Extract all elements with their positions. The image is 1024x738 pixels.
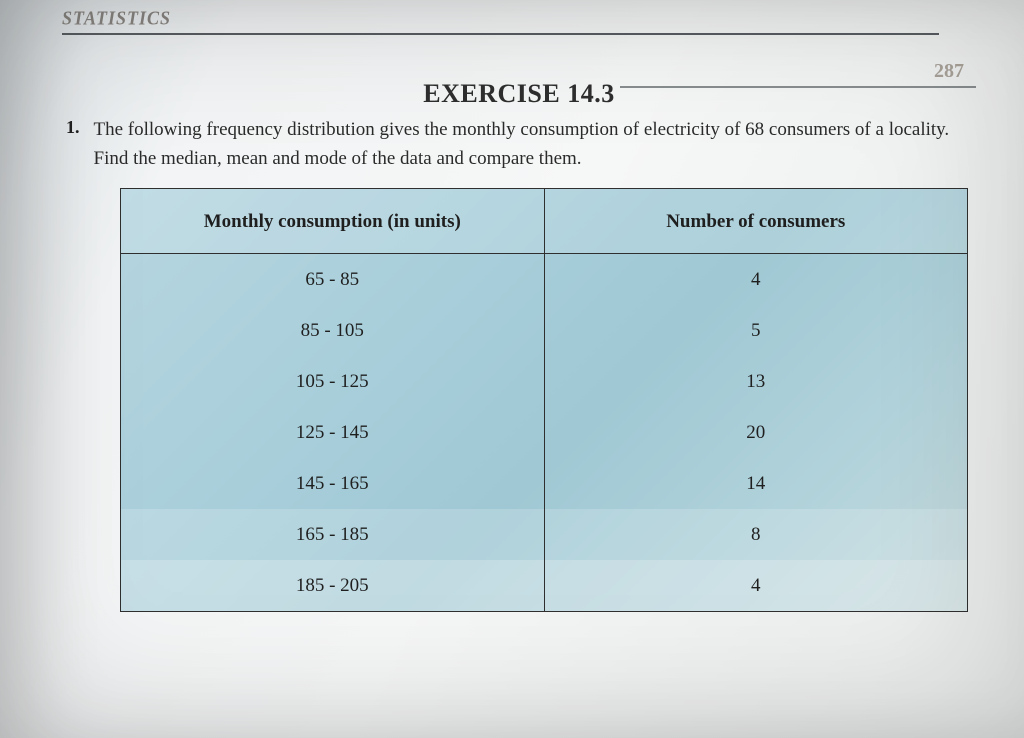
running-head: STATISTICS [62,7,976,30]
problem: 1. The following frequency distribution … [62,115,976,174]
cell-freq: 14 [544,458,968,509]
exercise-title: EXERCISE 14.3 [62,79,976,109]
cell-class: 125 - 145 [121,407,545,458]
table-row: 185 - 205 4 [121,560,968,612]
table-row: 125 - 145 20 [121,407,968,458]
table-header-row: Monthly consumption (in units) Number of… [121,188,968,253]
cell-class: 165 - 185 [121,509,545,560]
cell-class: 185 - 205 [121,560,545,612]
cell-freq: 20 [544,407,968,458]
problem-number: 1. [66,115,80,174]
cell-freq: 8 [544,509,968,560]
table-row: 165 - 185 8 [121,509,968,560]
cell-class: 105 - 125 [121,356,545,407]
page-number: 287 [934,60,964,83]
table-row: 105 - 125 13 [121,356,968,407]
cell-class: 65 - 85 [121,253,545,305]
frequency-table-wrap: Monthly consumption (in units) Number of… [120,188,968,612]
page-number-rule [620,86,976,88]
cell-class: 145 - 165 [121,458,545,509]
cell-freq: 4 [544,253,968,305]
cell-freq: 13 [544,356,968,407]
top-rule [62,33,939,35]
problem-text: The following frequency distribution giv… [94,115,954,174]
cell-freq: 4 [544,560,968,612]
table-row: 65 - 85 4 [121,253,968,305]
cell-class: 85 - 105 [121,305,545,356]
textbook-page: STATISTICS 287 EXERCISE 14.3 1. The foll… [0,0,1024,738]
table-row: 85 - 105 5 [121,305,968,356]
col-header-consumption: Monthly consumption (in units) [121,188,545,253]
table-row: 145 - 165 14 [121,458,968,509]
frequency-table: Monthly consumption (in units) Number of… [120,188,968,612]
cell-freq: 5 [544,305,968,356]
col-header-consumers: Number of consumers [544,188,968,253]
